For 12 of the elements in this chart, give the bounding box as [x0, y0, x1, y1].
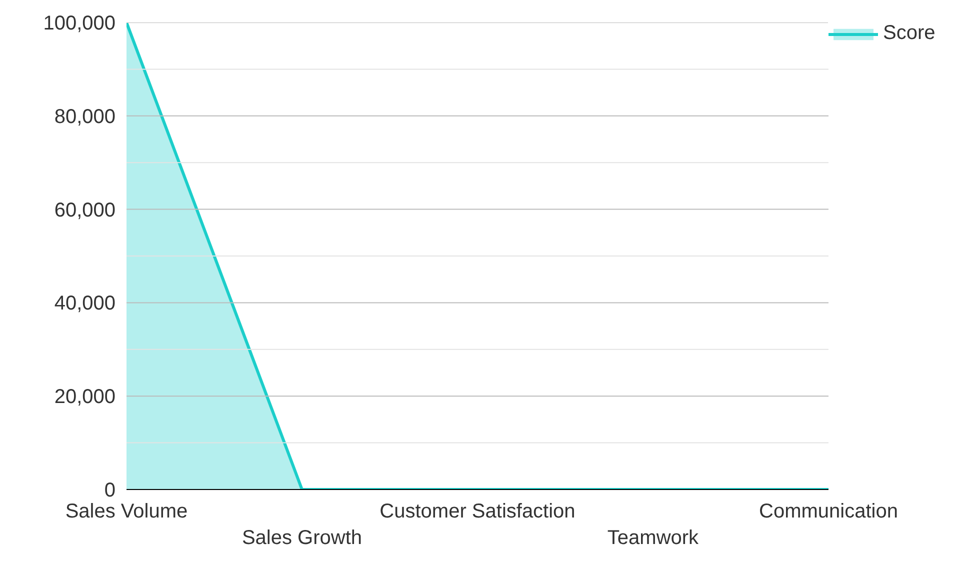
y-tick-label: 60,000 [54, 199, 116, 222]
y-tick-label: 0 [104, 480, 116, 502]
x-tick-label: Customer Satisfaction [380, 500, 576, 522]
legend-label: Score [883, 22, 936, 45]
x-tick-label: Communication [759, 500, 898, 522]
x-tick-label: Sales Volume [65, 500, 188, 522]
y-tick-label: 40,000 [54, 292, 116, 315]
y-tick-label: 100,000 [43, 12, 116, 34]
x-tick-label: Sales Growth [242, 526, 362, 549]
x-tick-label: Teamwork [607, 526, 700, 549]
y-tick-label: 20,000 [54, 386, 116, 408]
y-tick-label: 80,000 [54, 106, 116, 128]
